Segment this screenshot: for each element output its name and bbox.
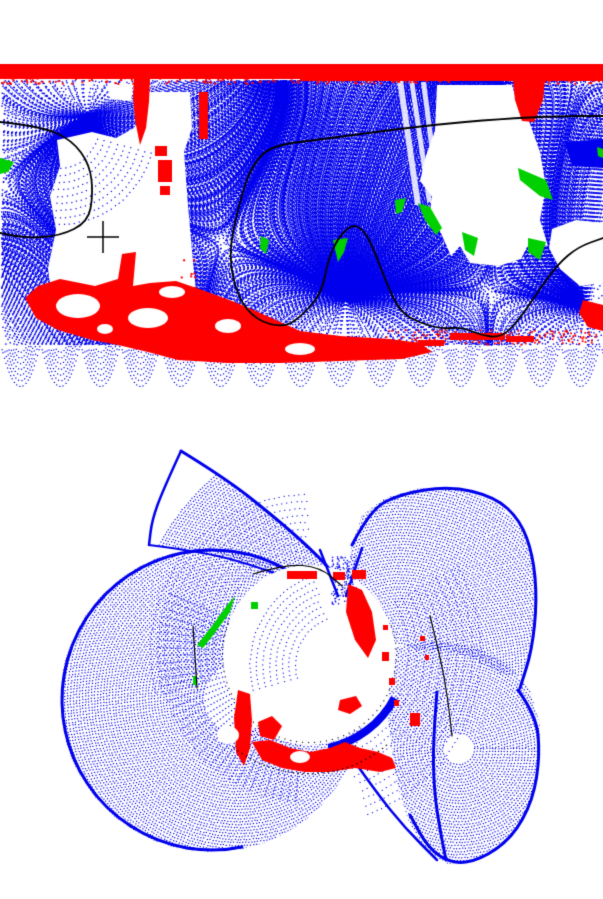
solar-field-figure [0,0,603,899]
figure-canvas [0,0,603,899]
